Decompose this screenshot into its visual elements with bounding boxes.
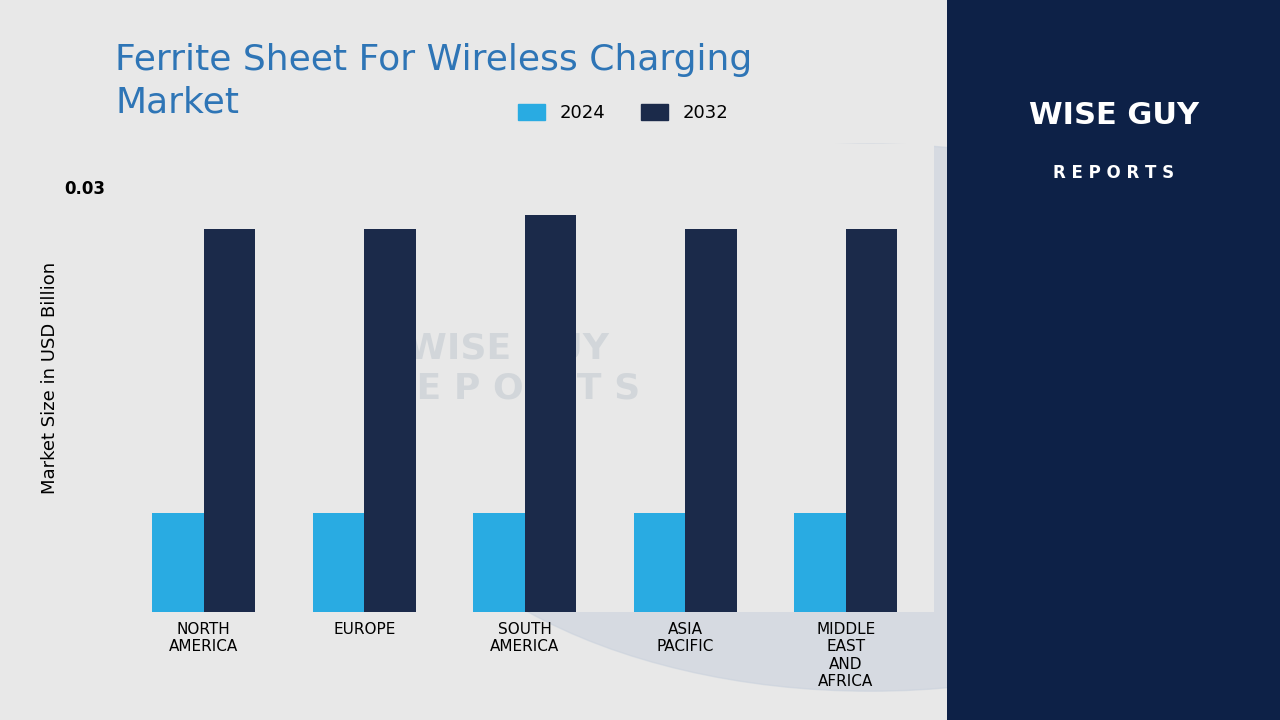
Bar [312,513,365,612]
Legend: 2024, 2032: 2024, 2032 [511,97,736,130]
Bar [204,229,255,612]
Bar [685,229,737,612]
Bar [474,513,525,612]
Bar [365,229,416,612]
Bar [846,229,897,612]
Y-axis label: Market Size in USD Billion: Market Size in USD Billion [41,262,59,494]
Text: R E P O R T S: R E P O R T S [1053,163,1174,181]
Text: WISE GUY: WISE GUY [1029,101,1198,130]
Bar [152,513,204,612]
Text: WISE GUY
R E P O R T S: WISE GUY R E P O R T S [376,332,640,405]
Text: Ferrite Sheet For Wireless Charging
Market: Ferrite Sheet For Wireless Charging Mark… [115,43,753,120]
Bar [634,513,685,612]
Bar [795,513,846,612]
Bar [525,215,576,612]
